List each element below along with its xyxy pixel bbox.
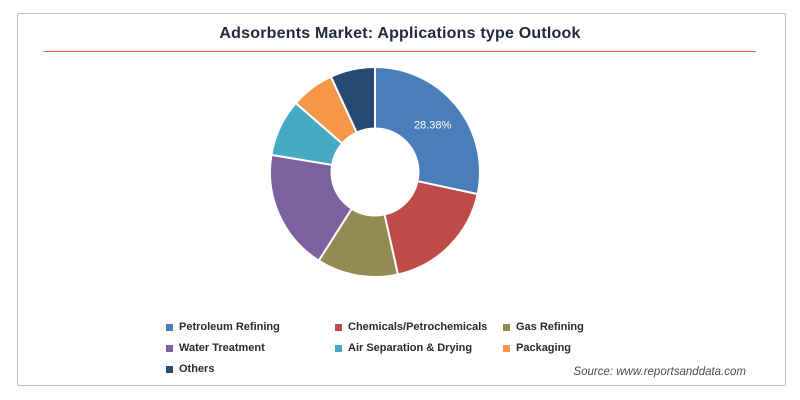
legend-swatch-icon bbox=[166, 344, 173, 352]
legend-swatch-icon bbox=[335, 344, 342, 352]
legend-item-water-treatment: Water Treatment bbox=[166, 341, 335, 355]
legend-swatch-icon bbox=[503, 344, 510, 352]
legend-label: Others bbox=[179, 363, 215, 375]
legend-swatch-icon bbox=[166, 323, 173, 331]
legend-label: Gas Refining bbox=[516, 321, 584, 333]
legend-swatch-icon bbox=[166, 365, 173, 373]
donut-slice-others bbox=[329, 66, 376, 134]
legend-swatch-icon bbox=[503, 323, 510, 331]
legend-label: Chemicals/Petrochemicals bbox=[348, 321, 488, 333]
donut-slice-petroleum-refining bbox=[374, 66, 481, 196]
legend-label: Packaging bbox=[516, 342, 572, 354]
legend-label: Petroleum Refining bbox=[179, 321, 280, 333]
legend-item-packaging: Packaging bbox=[503, 341, 673, 355]
donut-slice-water-treatment bbox=[269, 153, 353, 262]
legend-item-petroleum-refining: Petroleum Refining bbox=[166, 320, 335, 334]
legend-label: Water Treatment bbox=[179, 342, 265, 354]
legend-item-gas-refining: Gas Refining bbox=[503, 320, 673, 334]
chart-title: Adsorbents Market: Applications type Out… bbox=[219, 25, 581, 42]
legend-item-others: Others bbox=[166, 362, 335, 376]
title-divider bbox=[43, 51, 756, 52]
donut-slice-chemicals-petrochemicals bbox=[383, 180, 479, 276]
chart-legend: Petroleum Refining Chemicals/Petrochemica… bbox=[166, 320, 673, 376]
legend-item-air-separation-drying: Air Separation & Drying bbox=[335, 341, 503, 355]
source-text: Source: www.reportsanddata.com bbox=[573, 366, 746, 378]
legend-swatch-icon bbox=[335, 323, 342, 331]
slice-value-label: 28.38% bbox=[414, 119, 452, 131]
legend-item-chemicals-petrochemicals: Chemicals/Petrochemicals bbox=[335, 320, 503, 334]
legend-label: Air Separation & Drying bbox=[348, 342, 473, 354]
